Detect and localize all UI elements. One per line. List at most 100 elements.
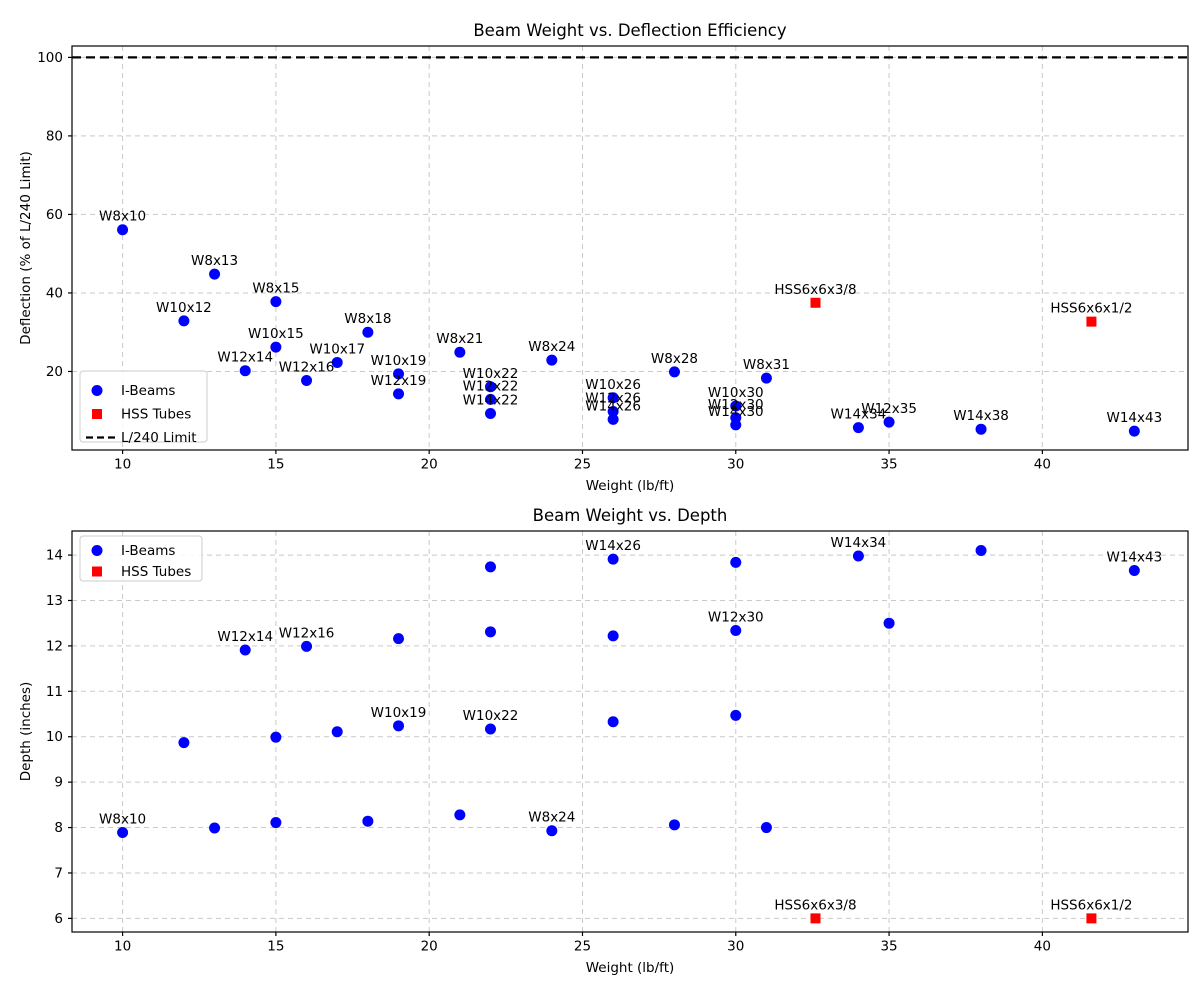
legend-box — [79, 535, 203, 582]
data-point-W12x14 — [239, 365, 251, 377]
data-point-W10x22 — [485, 723, 496, 735]
data-point-W10x12 — [178, 315, 190, 327]
legend-item-label: HSS Tubes — [121, 407, 191, 423]
data-point-HSS6x6x3/8 — [810, 913, 821, 924]
x-tick-label: 35 — [880, 939, 897, 955]
data-point-W12x16 — [301, 375, 313, 387]
point-label-W10x26: W10x26 — [585, 377, 641, 393]
point-label-W12x14: W12x14 — [217, 350, 273, 366]
y-tick-label: 10 — [46, 729, 63, 745]
x-tick-label: 30 — [727, 457, 744, 473]
y-tick-label: 12 — [46, 638, 63, 654]
data-point-HSS6x6x1/2 — [1086, 316, 1097, 327]
data-point-W8x13 — [209, 822, 221, 834]
data-point-W10x15 — [270, 731, 282, 743]
point-label-W14x34: W14x34 — [831, 407, 887, 423]
point-label-HSS6x6x3/8: HSS6x6x3/8 — [774, 897, 856, 913]
y-tick-label: 8 — [54, 820, 63, 836]
data-point-W8x24 — [546, 825, 558, 837]
y-tick-label: 60 — [46, 207, 63, 223]
data-point-W8x10 — [117, 827, 129, 839]
legend-item-label: HSS Tubes — [121, 564, 191, 580]
legend: I-Beams HSS Tubes — [79, 535, 203, 582]
y-tick-label: 11 — [46, 684, 63, 700]
point-label-W10x19: W10x19 — [371, 705, 427, 721]
point-label-W14x43: W14x43 — [1106, 410, 1162, 426]
legend-item-label: I-Beams — [121, 543, 175, 559]
legend: I-Beams HSS Tubes L/240 Limit — [79, 370, 208, 446]
data-point-W10x17 — [331, 726, 343, 738]
data-point-W14x30 — [730, 419, 742, 431]
data-point-W14x43 — [1128, 425, 1140, 437]
point-label-W12x14: W12x14 — [217, 629, 273, 645]
y-tick-label: 80 — [46, 128, 63, 144]
x-tick-label: 25 — [574, 939, 591, 955]
data-point-W10x15 — [270, 341, 282, 353]
plot-border — [71, 530, 1189, 933]
data-point-W14x22 — [485, 407, 496, 419]
data-point-W10x26 — [607, 392, 619, 404]
y-tick-label: 100 — [37, 50, 63, 66]
legend-item-label: L/240 Limit — [121, 430, 197, 446]
point-label-W8x24: W8x24 — [528, 810, 575, 826]
x-tick-label: 15 — [267, 939, 284, 955]
point-label-HSS6x6x1/2: HSS6x6x1/2 — [1050, 897, 1132, 913]
data-point-W12x16 — [301, 640, 313, 652]
data-point-W8x28 — [668, 819, 680, 831]
data-point-W10x12 — [178, 737, 190, 749]
point-label-W8x10: W8x10 — [99, 209, 146, 225]
data-point-W10x19 — [393, 720, 405, 732]
y-tick-label: 6 — [54, 911, 63, 927]
data-point-W10x22 — [485, 381, 496, 393]
data-point-W8x15 — [270, 817, 282, 829]
data-point-W8x28 — [668, 366, 680, 378]
x-tick-label: 25 — [574, 457, 591, 473]
y-tick-label: 7 — [54, 865, 63, 881]
data-point-W12x22 — [485, 393, 496, 405]
x-tick-label: 10 — [114, 939, 131, 955]
point-label-W8x10: W8x10 — [99, 812, 146, 828]
point-label-W14x30: W14x30 — [708, 404, 764, 420]
point-label-W14x22: W14x22 — [463, 392, 519, 408]
point-label-HSS6x6x3/8: HSS6x6x3/8 — [774, 282, 856, 298]
data-point-W12x26 — [607, 406, 619, 418]
point-label-W8x21: W8x21 — [436, 331, 483, 347]
data-point-W10x17 — [331, 356, 343, 368]
data-point-W10x30 — [730, 400, 742, 412]
data-point-W12x30 — [730, 624, 742, 636]
y-tick-label: 13 — [46, 593, 63, 609]
data-point-W8x21 — [454, 346, 466, 358]
y-axis-label: Deflection (% of L/240 Limit) — [18, 151, 34, 345]
point-label-W8x15: W8x15 — [252, 281, 299, 297]
point-label-W12x22: W12x22 — [463, 378, 519, 394]
x-axis-label: Weight (lb/ft) — [586, 478, 675, 494]
x-tick-label: 40 — [1034, 939, 1051, 955]
point-label-W12x16: W12x16 — [279, 625, 335, 641]
point-label-W10x22: W10x22 — [463, 708, 519, 724]
data-point-W12x22 — [485, 626, 496, 638]
data-point-W14x26 — [607, 413, 619, 425]
data-point-W8x31 — [760, 372, 772, 384]
point-label-W14x38: W14x38 — [953, 408, 1009, 424]
data-point-W10x26 — [607, 716, 619, 728]
point-label-HSS6x6x1/2: HSS6x6x1/2 — [1050, 301, 1132, 317]
data-point-W12x19 — [393, 388, 405, 400]
x-tick-label: 20 — [421, 939, 438, 955]
x-axis-label: Weight (lb/ft) — [586, 960, 675, 976]
point-label-W12x19: W12x19 — [371, 373, 427, 389]
point-label-W10x22: W10x22 — [463, 366, 519, 382]
x-tick-label: 40 — [1034, 457, 1051, 473]
y-axis-label: Depth (inches) — [18, 682, 34, 782]
legend-marker-circle — [91, 385, 103, 396]
point-label-W14x43: W14x43 — [1106, 550, 1162, 566]
y-tick-label: 20 — [46, 364, 63, 380]
data-point-W8x24 — [546, 354, 558, 366]
legend-marker-square — [92, 566, 102, 577]
data-point-W14x26 — [607, 553, 619, 565]
data-point-W12x19 — [393, 633, 405, 645]
depth-chart: W8x10 W8x24 W10x19 W10x22 W12x14 W12x16 W12x30… — [18, 506, 1189, 976]
point-label-W12x16: W12x16 — [279, 360, 335, 376]
point-label-W8x28: W8x28 — [651, 351, 698, 367]
point-label-W12x26: W12x26 — [585, 391, 641, 407]
point-label-W10x30: W10x30 — [708, 385, 764, 401]
